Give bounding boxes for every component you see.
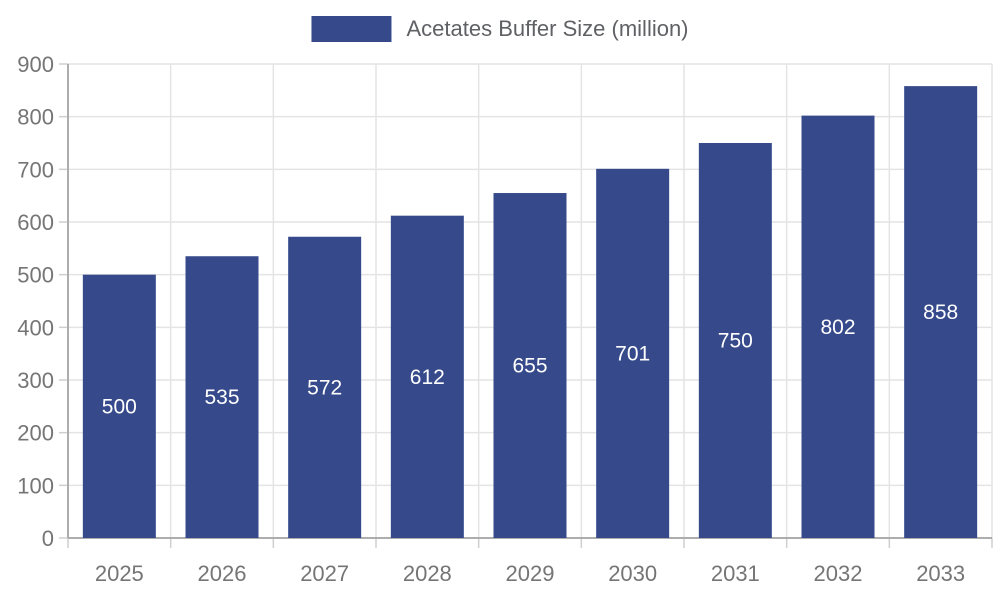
bar-value-label: 802 — [820, 316, 855, 339]
bar — [904, 86, 978, 539]
y-tick-label: 600 — [17, 210, 54, 235]
bar — [801, 115, 875, 538]
bar-value-label: 701 — [615, 342, 650, 365]
legend-swatch — [311, 16, 392, 42]
bar-value-label: 655 — [512, 355, 547, 378]
x-tick-label: 2026 — [198, 561, 247, 586]
bar-value-label: 572 — [307, 376, 342, 399]
x-tick-label: 2025 — [95, 561, 144, 586]
x-tick-label: 2029 — [506, 561, 555, 586]
legend: Acetates Buffer Size (million) — [311, 16, 689, 42]
bar — [698, 143, 772, 538]
x-tick-label: 2032 — [814, 561, 863, 586]
y-tick-label: 100 — [17, 473, 54, 498]
y-tick-label: 900 — [17, 52, 54, 77]
x-tick-label: 2033 — [916, 561, 965, 586]
x-tick-label: 2027 — [300, 561, 349, 586]
bar — [596, 168, 670, 538]
y-tick-label: 800 — [17, 105, 54, 130]
bar-value-label: 500 — [102, 395, 137, 418]
bar-value-label: 750 — [718, 330, 753, 353]
x-tick-label: 2031 — [711, 561, 760, 586]
bar — [493, 193, 567, 539]
bar-value-label: 858 — [923, 301, 958, 324]
y-tick-label: 700 — [17, 157, 54, 182]
bar — [185, 256, 259, 538]
y-tick-label: 0 — [42, 526, 54, 551]
x-tick-label: 2028 — [403, 561, 452, 586]
x-tick-label: 2030 — [608, 561, 657, 586]
y-tick-label: 200 — [17, 421, 54, 446]
y-tick-label: 400 — [17, 315, 54, 340]
bar — [288, 236, 362, 538]
bar-value-label: 612 — [410, 366, 445, 389]
bar — [390, 215, 464, 538]
bar — [82, 274, 156, 538]
y-tick-label: 300 — [17, 368, 54, 393]
legend-label: Acetates Buffer Size (million) — [406, 16, 689, 41]
y-tick-label: 500 — [17, 263, 54, 288]
bar-value-label: 535 — [204, 386, 239, 409]
